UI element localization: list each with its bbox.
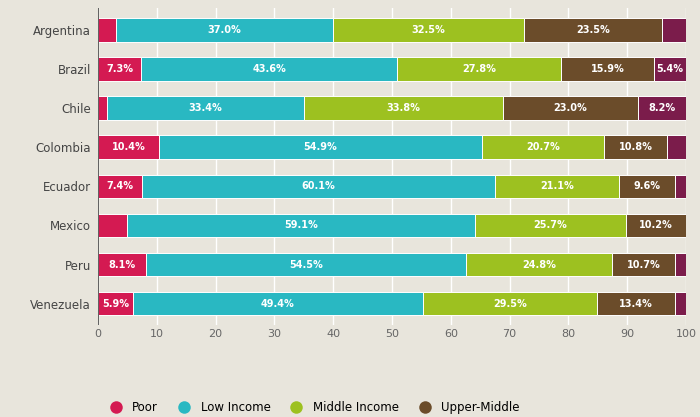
Bar bbox=[676, 175, 686, 198]
Bar bbox=[626, 214, 686, 237]
Bar bbox=[495, 175, 619, 198]
Text: 10.8%: 10.8% bbox=[619, 142, 652, 152]
Text: 5.9%: 5.9% bbox=[102, 299, 129, 309]
Text: 10.2%: 10.2% bbox=[639, 221, 673, 231]
Text: 10.4%: 10.4% bbox=[112, 142, 146, 152]
Bar bbox=[107, 96, 304, 120]
Text: 7.3%: 7.3% bbox=[106, 64, 133, 74]
Text: 20.7%: 20.7% bbox=[526, 142, 560, 152]
Text: 23.5%: 23.5% bbox=[577, 25, 610, 35]
Bar bbox=[561, 57, 654, 81]
Bar bbox=[159, 136, 482, 159]
Text: 13.4%: 13.4% bbox=[619, 299, 653, 309]
Text: 25.7%: 25.7% bbox=[533, 221, 567, 231]
Bar bbox=[619, 175, 675, 198]
Bar bbox=[98, 136, 159, 159]
Text: 49.4%: 49.4% bbox=[261, 299, 295, 309]
Text: 8.1%: 8.1% bbox=[108, 260, 135, 270]
Bar bbox=[466, 253, 612, 276]
Bar bbox=[503, 96, 638, 120]
Text: 21.1%: 21.1% bbox=[540, 181, 574, 191]
Bar bbox=[482, 136, 603, 159]
Bar bbox=[98, 96, 107, 120]
Text: 27.8%: 27.8% bbox=[462, 64, 496, 74]
Bar bbox=[667, 136, 686, 159]
Bar bbox=[475, 214, 626, 237]
Bar bbox=[398, 57, 561, 81]
Bar bbox=[116, 18, 333, 42]
Text: 33.8%: 33.8% bbox=[386, 103, 420, 113]
Text: 15.9%: 15.9% bbox=[591, 64, 624, 74]
Bar bbox=[596, 292, 676, 316]
Text: 23.0%: 23.0% bbox=[553, 103, 587, 113]
Text: 7.4%: 7.4% bbox=[106, 181, 133, 191]
Text: 9.6%: 9.6% bbox=[634, 181, 661, 191]
Bar bbox=[638, 96, 686, 120]
Bar bbox=[127, 214, 475, 237]
Bar bbox=[98, 253, 146, 276]
Bar bbox=[98, 175, 141, 198]
Bar bbox=[675, 253, 686, 276]
Bar bbox=[141, 175, 495, 198]
Text: 24.8%: 24.8% bbox=[522, 260, 556, 270]
Bar bbox=[524, 18, 662, 42]
Text: 5.4%: 5.4% bbox=[657, 64, 684, 74]
Bar bbox=[133, 292, 424, 316]
Text: 29.5%: 29.5% bbox=[493, 299, 527, 309]
Bar bbox=[612, 253, 675, 276]
Text: 8.2%: 8.2% bbox=[648, 103, 676, 113]
Text: 33.4%: 33.4% bbox=[189, 103, 223, 113]
Text: 37.0%: 37.0% bbox=[207, 25, 241, 35]
Bar bbox=[654, 57, 686, 81]
Bar bbox=[424, 292, 596, 316]
Bar bbox=[98, 57, 141, 81]
Bar bbox=[98, 292, 133, 316]
Bar bbox=[662, 18, 686, 42]
Bar bbox=[141, 57, 398, 81]
Bar bbox=[333, 18, 524, 42]
Bar bbox=[98, 214, 127, 237]
Bar bbox=[304, 96, 503, 120]
Text: 60.1%: 60.1% bbox=[301, 181, 335, 191]
Bar bbox=[603, 136, 667, 159]
Bar bbox=[676, 292, 686, 316]
Text: 32.5%: 32.5% bbox=[412, 25, 446, 35]
Text: 10.7%: 10.7% bbox=[626, 260, 660, 270]
Text: 59.1%: 59.1% bbox=[284, 221, 318, 231]
Bar bbox=[98, 18, 116, 42]
Bar bbox=[146, 253, 466, 276]
Text: 43.6%: 43.6% bbox=[252, 64, 286, 74]
Text: 54.9%: 54.9% bbox=[304, 142, 337, 152]
Text: 54.5%: 54.5% bbox=[289, 260, 323, 270]
